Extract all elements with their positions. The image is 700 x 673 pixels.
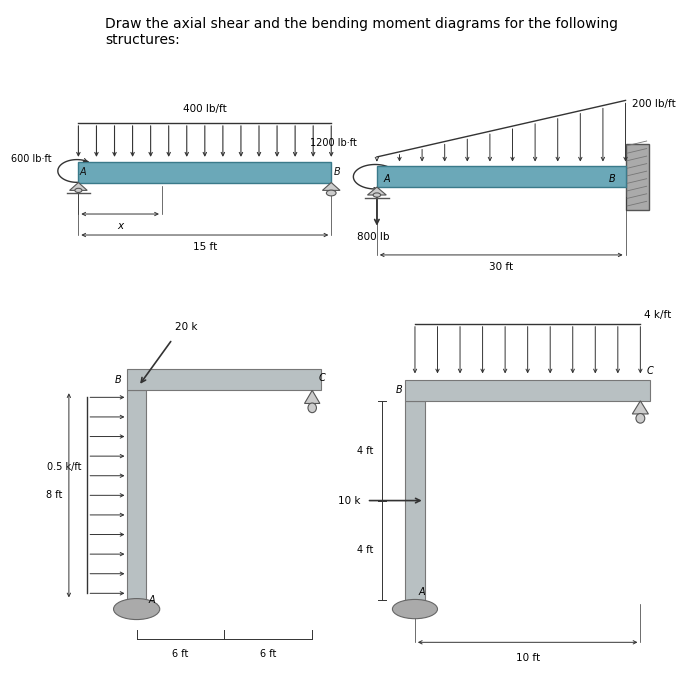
Polygon shape (304, 390, 320, 403)
Text: 0.5 k/ft: 0.5 k/ft (47, 462, 81, 472)
Text: A: A (149, 596, 155, 605)
Bar (127, 369, 321, 390)
Polygon shape (632, 401, 648, 414)
Bar (127, 390, 146, 600)
Bar (405, 401, 425, 600)
Text: 800 lb: 800 lb (357, 232, 390, 242)
Text: A: A (384, 174, 390, 184)
Text: A: A (418, 587, 425, 597)
Text: Draw the axial shear and the bending moment diagrams for the following
structure: Draw the axial shear and the bending mom… (105, 17, 618, 47)
Text: x: x (117, 221, 123, 231)
Text: 8 ft: 8 ft (46, 491, 63, 500)
Text: 10 k: 10 k (337, 495, 360, 505)
Circle shape (636, 413, 645, 423)
Text: B: B (609, 174, 615, 184)
Bar (626, 144, 649, 210)
Text: B: B (334, 167, 341, 177)
Polygon shape (323, 182, 340, 190)
Text: 4 k/ft: 4 k/ft (643, 310, 671, 320)
Text: 30 ft: 30 ft (489, 262, 513, 273)
Text: B: B (115, 375, 121, 385)
Text: 20 k: 20 k (176, 322, 198, 332)
Bar (405, 380, 650, 401)
Text: 400 lb/ft: 400 lb/ft (183, 104, 227, 114)
Circle shape (326, 190, 336, 196)
Text: 200 lb/ft: 200 lb/ft (632, 98, 676, 108)
Circle shape (373, 193, 381, 197)
Bar (78, 162, 331, 182)
Text: 10 ft: 10 ft (516, 653, 540, 663)
Text: C: C (318, 374, 325, 384)
Text: 15 ft: 15 ft (193, 242, 217, 252)
Bar (377, 166, 626, 187)
Text: 4 ft: 4 ft (357, 446, 373, 456)
Text: 1200 lb·ft: 1200 lb·ft (310, 137, 357, 147)
Circle shape (308, 403, 316, 413)
Text: 6 ft: 6 ft (260, 649, 276, 660)
Polygon shape (69, 182, 88, 190)
Ellipse shape (393, 600, 438, 618)
Text: B: B (395, 386, 402, 395)
Text: C: C (647, 366, 654, 376)
Ellipse shape (113, 598, 160, 620)
Text: 600 lb·ft: 600 lb·ft (11, 153, 52, 164)
Polygon shape (368, 187, 386, 195)
Text: 6 ft: 6 ft (172, 649, 189, 660)
Circle shape (75, 188, 82, 192)
Text: 4 ft: 4 ft (357, 545, 373, 555)
Text: A: A (80, 167, 87, 177)
